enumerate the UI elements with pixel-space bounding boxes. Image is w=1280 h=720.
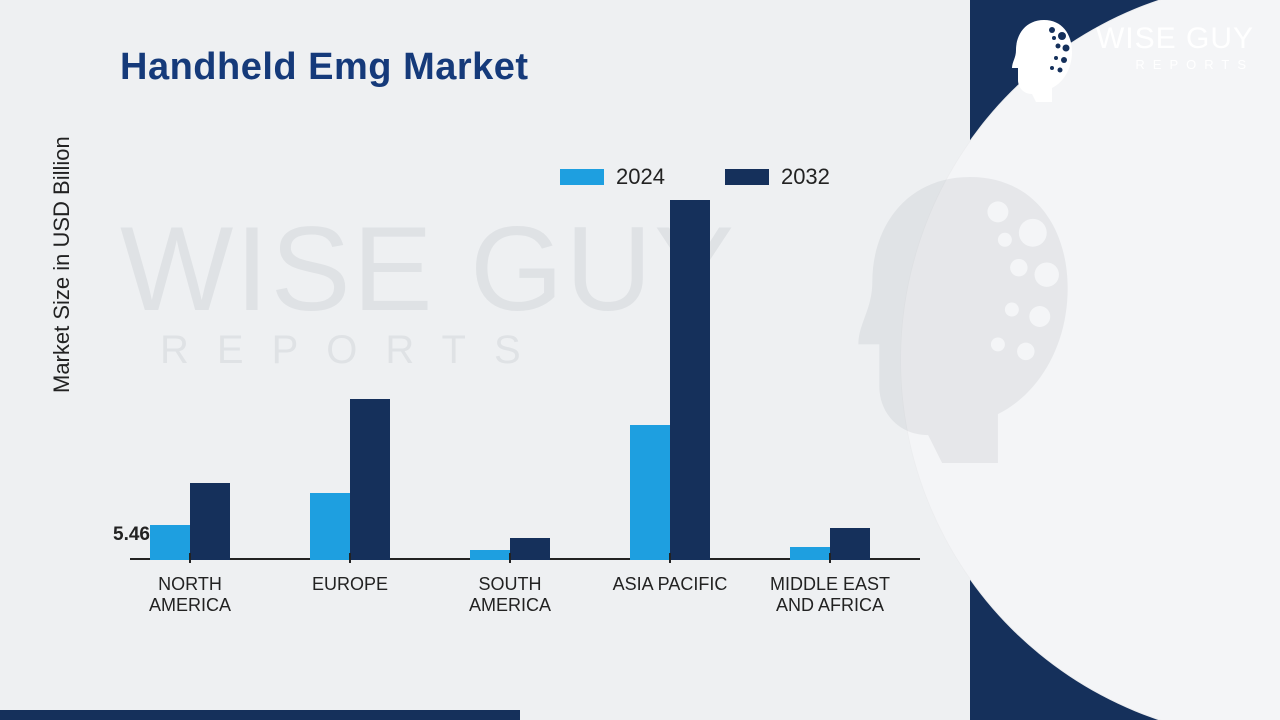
- bar: [150, 525, 190, 560]
- bar-value-label: 5.46: [113, 524, 150, 546]
- y-axis-label: Market Size in USD Billion: [49, 136, 75, 393]
- legend-label: 2024: [616, 164, 665, 190]
- brand-logo: WISE GUY REPORTS: [1096, 24, 1254, 71]
- page-root: Handheld Emg Market WISE GUY REPORTS WIS…: [0, 0, 1280, 720]
- chart-title: Handheld Emg Market: [120, 46, 529, 89]
- x-axis-tick: [669, 553, 671, 563]
- bar: [630, 425, 670, 560]
- legend-item: 2032: [725, 164, 830, 190]
- x-axis-tick: [509, 553, 511, 563]
- bar: [510, 538, 550, 561]
- x-axis-tick: [349, 553, 351, 563]
- bar: [310, 493, 350, 561]
- bar: [350, 399, 390, 560]
- bar-group: NORTH AMERICA: [130, 483, 250, 560]
- bar-group: EUROPE: [290, 399, 410, 560]
- chart-plot-area: NORTH AMERICAEUROPESOUTH AMERICAASIA PAC…: [130, 200, 920, 560]
- x-axis-category-label: EUROPE: [280, 574, 420, 595]
- legend-item: 2024: [560, 164, 665, 190]
- bar: [470, 550, 510, 560]
- x-axis-category-label: MIDDLE EAST AND AFRICA: [760, 574, 900, 615]
- x-axis-category-label: NORTH AMERICA: [120, 574, 260, 615]
- legend-swatch: [560, 169, 604, 185]
- legend-label: 2032: [781, 164, 830, 190]
- x-axis-category-label: SOUTH AMERICA: [440, 574, 580, 615]
- x-axis-tick: [829, 553, 831, 563]
- bar-group: ASIA PACIFIC: [610, 200, 730, 560]
- brand-head-icon: [1008, 18, 1080, 104]
- legend-swatch: [725, 169, 769, 185]
- bar: [670, 200, 710, 560]
- x-axis-category-label: ASIA PACIFIC: [600, 574, 740, 595]
- bar: [190, 483, 230, 560]
- bar: [790, 547, 830, 560]
- brand-line1: WISE GUY: [1096, 24, 1254, 54]
- bottom-accent-bar: [0, 710, 520, 720]
- brand-line2: REPORTS: [1096, 58, 1254, 71]
- x-axis-tick: [189, 553, 191, 563]
- legend: 2024 2032: [560, 164, 830, 190]
- bar: [830, 528, 870, 560]
